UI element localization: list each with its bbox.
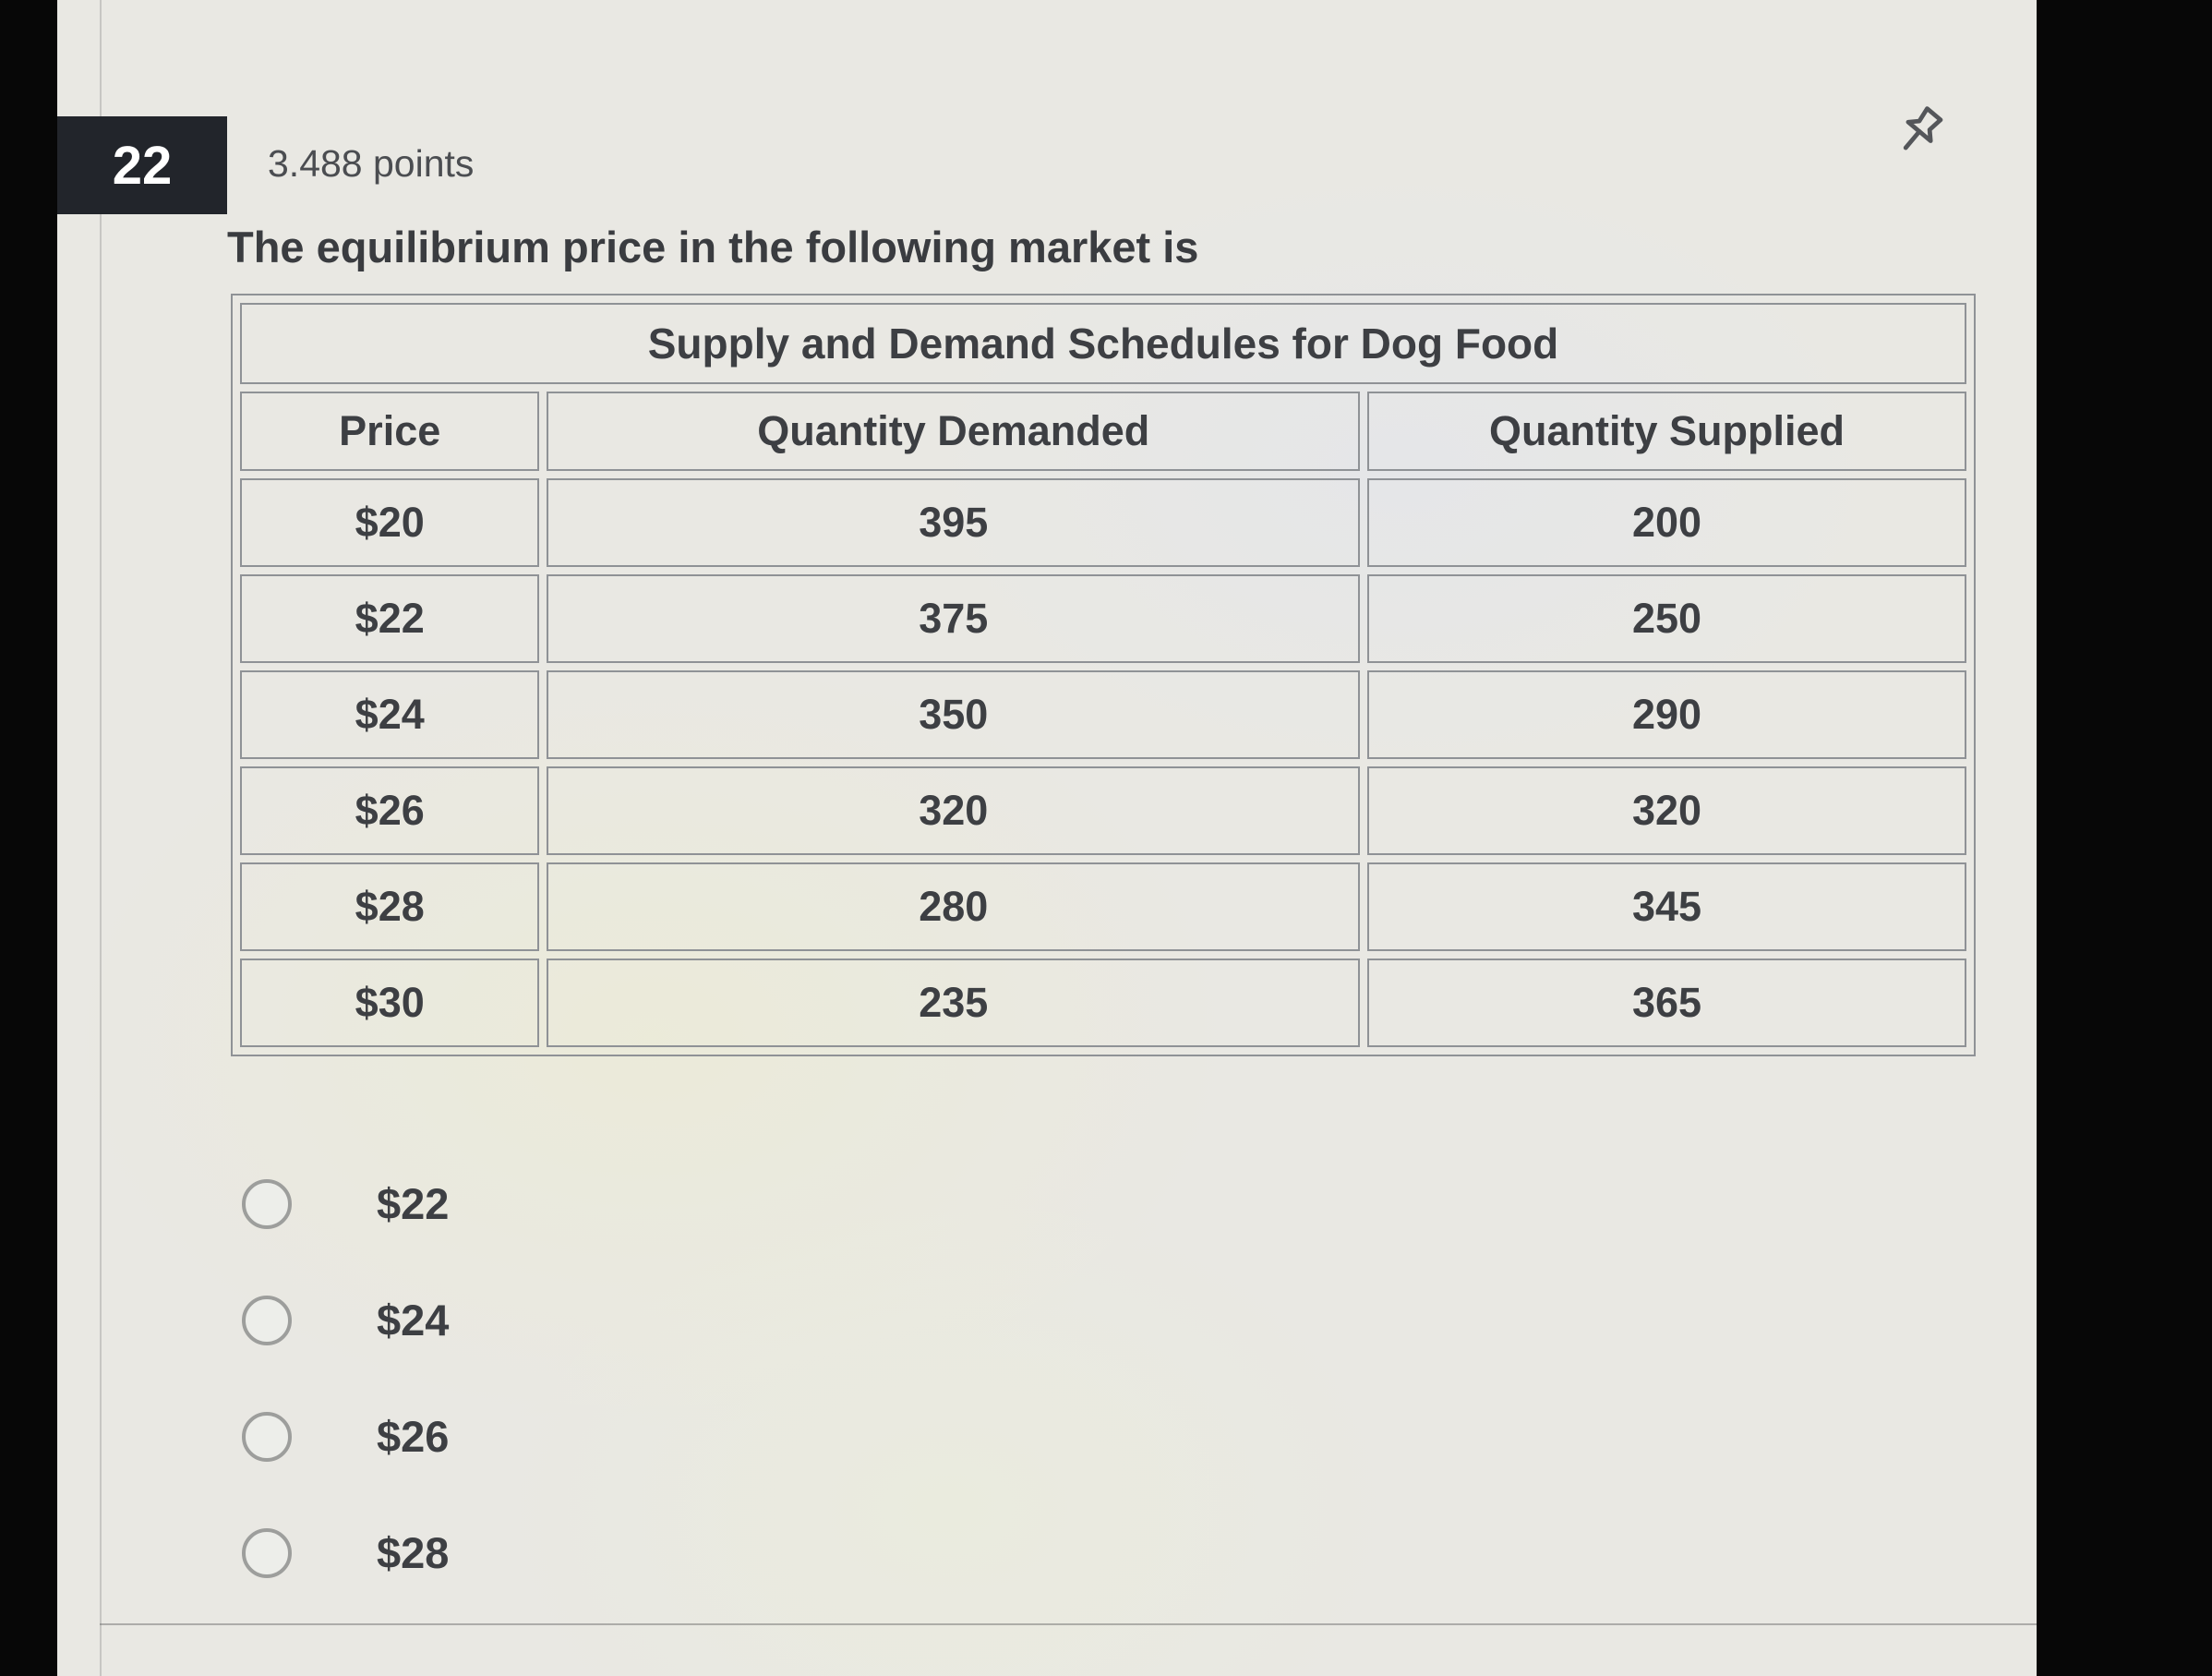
quantity-demanded-cell: 350 bbox=[547, 670, 1361, 759]
price-cell: $28 bbox=[240, 862, 540, 951]
price-cell: $24 bbox=[240, 670, 540, 759]
table-row: $24 350 290 bbox=[240, 670, 1966, 759]
table-title: Supply and Demand Schedules for Dog Food bbox=[240, 303, 1966, 384]
price-cell: $26 bbox=[240, 766, 540, 855]
price-cell: $22 bbox=[240, 574, 540, 663]
question-number-badge: 22 bbox=[57, 116, 227, 214]
answer-option-28[interactable]: $28 bbox=[242, 1527, 449, 1578]
quiz-page: 22 3.488 points The equilibrium price in… bbox=[57, 0, 2037, 1676]
option-label: $28 bbox=[377, 1528, 450, 1577]
quantity-supplied-cell: 320 bbox=[1367, 766, 1966, 855]
table-row: $20 395 200 bbox=[240, 478, 1966, 567]
price-cell: $30 bbox=[240, 959, 540, 1047]
quantity-supplied-cell: 290 bbox=[1367, 670, 1966, 759]
column-header-quantity-supplied: Quantity Supplied bbox=[1367, 392, 1966, 471]
option-label: $26 bbox=[377, 1412, 450, 1461]
quantity-demanded-cell: 280 bbox=[547, 862, 1361, 951]
screen-bezel-left bbox=[0, 0, 57, 1676]
column-header-price: Price bbox=[240, 392, 540, 471]
option-label: $22 bbox=[377, 1179, 450, 1228]
quantity-demanded-cell: 375 bbox=[547, 574, 1361, 663]
quantity-demanded-cell: 320 bbox=[547, 766, 1361, 855]
table-row: $28 280 345 bbox=[240, 862, 1966, 951]
radio-button[interactable] bbox=[242, 1178, 292, 1229]
quantity-supplied-cell: 345 bbox=[1367, 862, 1966, 951]
table-header-row: Price Quantity Demanded Quantity Supplie… bbox=[240, 392, 1966, 471]
supply-demand-table: Supply and Demand Schedules for Dog Food… bbox=[231, 294, 1976, 1056]
question-points: 3.488 points bbox=[268, 142, 475, 185]
column-header-quantity-demanded: Quantity Demanded bbox=[547, 392, 1361, 471]
table-row: $30 235 365 bbox=[240, 959, 1966, 1047]
screen-bezel-right bbox=[2037, 0, 2212, 1676]
radio-button[interactable] bbox=[242, 1411, 292, 1462]
radio-button[interactable] bbox=[242, 1295, 292, 1345]
quiz-card-left-border bbox=[100, 0, 102, 1676]
answer-option-26[interactable]: $26 bbox=[242, 1411, 449, 1462]
pin-icon[interactable] bbox=[1881, 100, 1952, 170]
quantity-supplied-cell: 250 bbox=[1367, 574, 1966, 663]
quantity-demanded-cell: 235 bbox=[547, 959, 1361, 1047]
question-text: The equilibrium price in the following m… bbox=[227, 223, 1199, 271]
quiz-card-bottom-border bbox=[100, 1623, 2037, 1625]
table-row: $26 320 320 bbox=[240, 766, 1966, 855]
answer-option-24[interactable]: $24 bbox=[242, 1295, 449, 1345]
table-row: $22 375 250 bbox=[240, 574, 1966, 663]
price-cell: $20 bbox=[240, 478, 540, 567]
quantity-demanded-cell: 395 bbox=[547, 478, 1361, 567]
radio-button[interactable] bbox=[242, 1527, 292, 1578]
quantity-supplied-cell: 365 bbox=[1367, 959, 1966, 1047]
table-title-row: Supply and Demand Schedules for Dog Food bbox=[240, 303, 1966, 384]
option-label: $24 bbox=[377, 1296, 450, 1344]
answer-options: $22 $24 $26 $28 bbox=[242, 1178, 449, 1578]
quantity-supplied-cell: 200 bbox=[1367, 478, 1966, 567]
answer-option-22[interactable]: $22 bbox=[242, 1178, 449, 1229]
